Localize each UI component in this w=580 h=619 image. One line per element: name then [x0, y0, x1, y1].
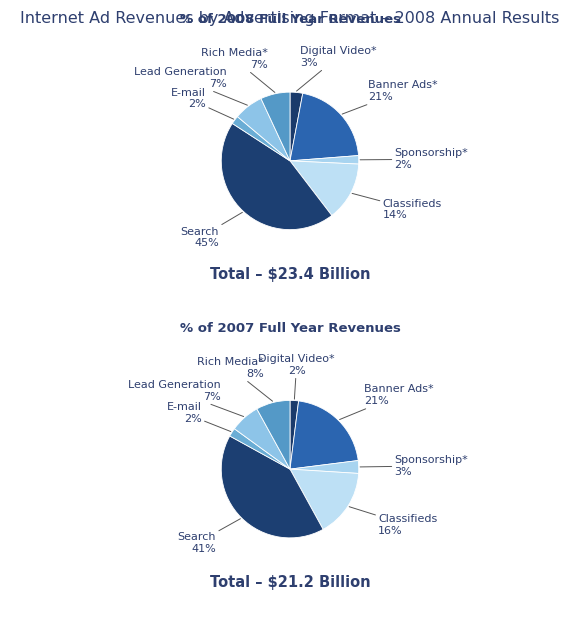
- Text: Digital Video*
2%: Digital Video* 2%: [258, 354, 335, 399]
- Wedge shape: [290, 469, 358, 529]
- Text: Total – $23.4 Billion: Total – $23.4 Billion: [210, 267, 370, 282]
- Text: Internet Ad Revenues by Advertising Format – 2008 Annual Results: Internet Ad Revenues by Advertising Form…: [20, 11, 560, 26]
- Text: Classifieds
14%: Classifieds 14%: [352, 193, 442, 220]
- Text: Lead Generation
7%: Lead Generation 7%: [134, 67, 248, 105]
- Wedge shape: [221, 436, 323, 538]
- Wedge shape: [234, 409, 290, 469]
- Text: Banner Ads*
21%: Banner Ads* 21%: [339, 384, 433, 420]
- Text: Search
41%: Search 41%: [177, 519, 241, 554]
- Wedge shape: [230, 429, 290, 469]
- Text: Classifieds
16%: Classifieds 16%: [349, 507, 437, 536]
- Title: % of 2007 Full Year Revenues: % of 2007 Full Year Revenues: [180, 321, 400, 334]
- Wedge shape: [221, 123, 332, 230]
- Wedge shape: [290, 155, 359, 164]
- Text: Rich Media*
8%: Rich Media* 8%: [197, 357, 273, 401]
- Text: E-mail
2%: E-mail 2%: [167, 402, 231, 431]
- Text: Lead Generation
7%: Lead Generation 7%: [128, 380, 244, 417]
- Wedge shape: [290, 161, 358, 215]
- Text: Banner Ads*
21%: Banner Ads* 21%: [342, 80, 437, 114]
- Wedge shape: [290, 92, 303, 161]
- Wedge shape: [290, 401, 358, 469]
- Wedge shape: [261, 92, 290, 161]
- Text: Search
45%: Search 45%: [180, 212, 242, 248]
- Text: Total – $21.2 Billion: Total – $21.2 Billion: [210, 575, 370, 590]
- Text: Sponsorship*
3%: Sponsorship* 3%: [360, 455, 468, 477]
- Wedge shape: [233, 116, 290, 161]
- Wedge shape: [257, 400, 290, 469]
- Text: Digital Video*
3%: Digital Video* 3%: [296, 46, 376, 91]
- Text: Sponsorship*
2%: Sponsorship* 2%: [360, 149, 468, 170]
- Wedge shape: [290, 461, 359, 474]
- Wedge shape: [237, 98, 290, 161]
- Title: % of 2008 Full Year Revenues: % of 2008 Full Year Revenues: [179, 13, 401, 26]
- Text: E-mail
2%: E-mail 2%: [171, 88, 234, 119]
- Text: Rich Media*
7%: Rich Media* 7%: [201, 48, 275, 92]
- Wedge shape: [290, 400, 299, 469]
- Wedge shape: [290, 93, 358, 161]
